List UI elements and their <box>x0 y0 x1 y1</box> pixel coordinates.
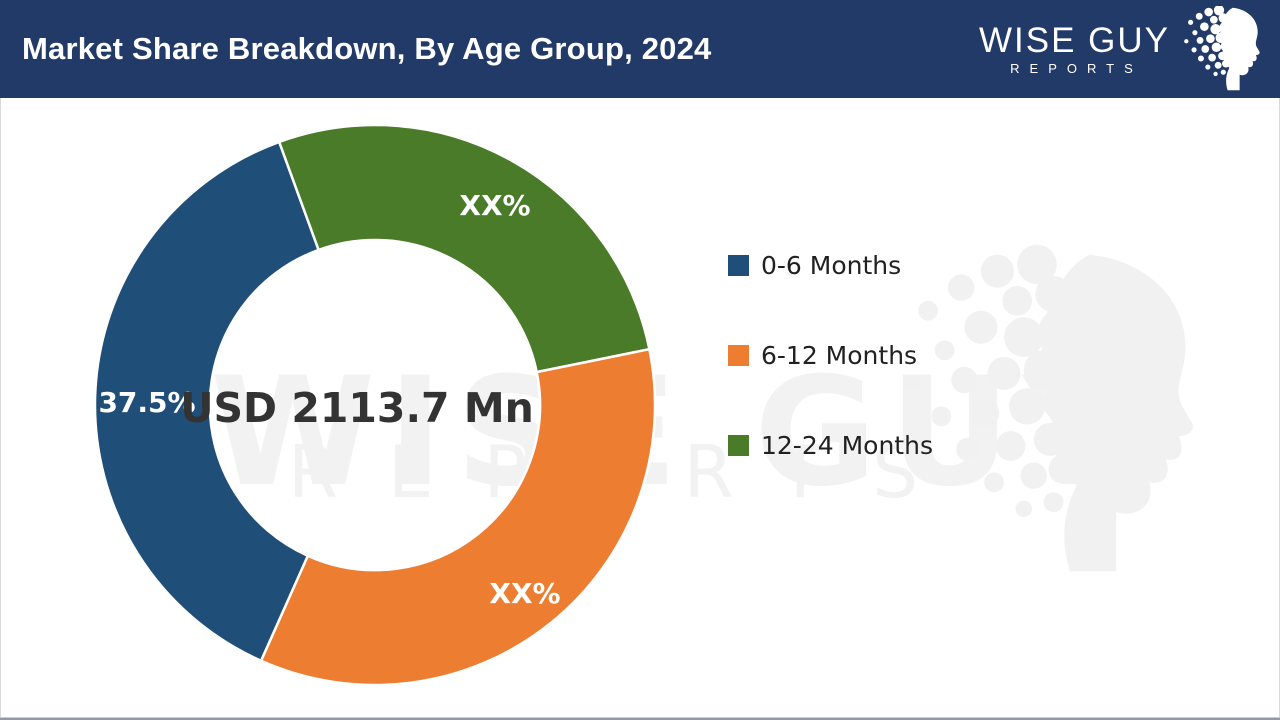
legend-item-6-12-months: 6-12 Months <box>728 340 933 370</box>
legend-item-0-6-months: 0-6 Months <box>728 250 933 280</box>
legend-swatch-12-24-months <box>728 434 749 456</box>
page-border-bottom <box>0 718 1280 720</box>
watermark-wordmark: WISE GUY <box>210 346 1144 520</box>
slice-label-12-24-months: XX% <box>459 189 530 222</box>
page-border-bottom-hairline <box>0 717 1280 718</box>
brand-logo: WISE GUY REPORTS <box>979 6 1262 92</box>
legend-swatch-0-6-months <box>728 254 749 276</box>
legend-label-12-24-months: 12-24 Months <box>761 430 933 460</box>
legend-label-6-12-months: 6-12 Months <box>761 340 918 370</box>
legend: 0-6 Months 6-12 Months 12-24 Months <box>728 250 933 520</box>
legend-label-0-6-months: 0-6 Months <box>761 250 902 280</box>
slice-12-24-months <box>277 123 651 374</box>
page-title: Market Share Breakdown, By Age Group, 20… <box>22 31 712 66</box>
slice-label-0-6-months: 37.5% <box>98 386 195 419</box>
legend-swatch-6-12-months <box>728 344 749 366</box>
logo-wordmark: WISE GUY <box>978 21 1170 60</box>
logo-face-icon <box>1176 6 1262 92</box>
page-border-left <box>0 98 1 720</box>
header-bar: Market Share Breakdown, By Age Group, 20… <box>0 0 1280 98</box>
slice-0-6-months <box>93 140 320 663</box>
slice-label-6-12-months: XX% <box>489 577 560 610</box>
legend-item-12-24-months: 12-24 Months <box>728 430 933 460</box>
slice-6-12-months <box>259 347 657 687</box>
chart-area: WISE GUY REPORTS 37.5% XX% XX% USD 2113.… <box>0 98 1280 720</box>
donut-chart: 37.5% XX% XX% USD 2113.7 Mn <box>93 123 657 687</box>
logo-sub-wordmark: REPORTS <box>1010 61 1143 76</box>
center-value: USD 2113.7 Mn <box>180 384 534 432</box>
